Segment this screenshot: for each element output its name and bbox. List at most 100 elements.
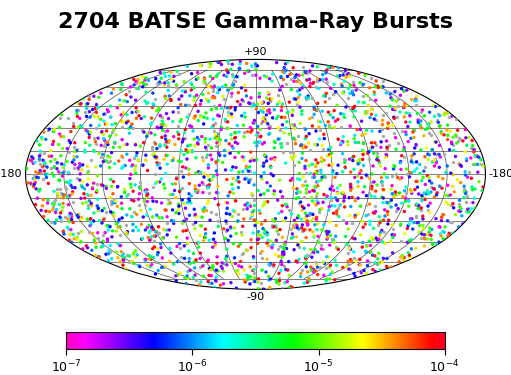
Point bbox=[320, 272, 328, 278]
Point bbox=[424, 207, 432, 213]
Point bbox=[367, 75, 376, 81]
Point bbox=[192, 186, 200, 192]
Point bbox=[358, 132, 366, 138]
Point bbox=[407, 156, 415, 162]
Point bbox=[378, 179, 386, 185]
Point bbox=[106, 114, 114, 120]
Point bbox=[134, 228, 143, 234]
Point bbox=[345, 266, 353, 272]
Point bbox=[355, 99, 363, 105]
Point bbox=[89, 148, 98, 154]
Point bbox=[122, 266, 130, 272]
Point bbox=[142, 189, 150, 195]
Point bbox=[451, 211, 459, 217]
Point bbox=[452, 116, 460, 122]
Point bbox=[417, 125, 426, 131]
Point bbox=[103, 238, 111, 244]
Point bbox=[339, 264, 347, 270]
Point bbox=[208, 75, 217, 81]
Point bbox=[114, 255, 122, 261]
Point bbox=[231, 198, 239, 204]
Point bbox=[101, 121, 109, 127]
Point bbox=[222, 253, 230, 259]
Point bbox=[211, 94, 219, 100]
Point bbox=[364, 156, 373, 162]
Point bbox=[199, 91, 207, 97]
Point bbox=[221, 236, 229, 242]
Point bbox=[310, 80, 318, 86]
Point bbox=[235, 129, 243, 135]
Point bbox=[359, 93, 367, 99]
Point bbox=[363, 262, 371, 268]
Point bbox=[279, 244, 287, 250]
Point bbox=[274, 246, 283, 252]
Point bbox=[123, 229, 131, 235]
Point bbox=[258, 99, 266, 105]
Point bbox=[296, 177, 304, 183]
Point bbox=[216, 141, 224, 147]
Point bbox=[275, 99, 284, 105]
Point bbox=[310, 106, 318, 112]
Point bbox=[311, 247, 319, 253]
Point bbox=[351, 132, 359, 138]
Point bbox=[243, 68, 251, 74]
Point bbox=[110, 213, 118, 219]
Point bbox=[184, 148, 192, 154]
Point bbox=[174, 105, 182, 111]
Point bbox=[147, 120, 155, 126]
Point bbox=[377, 139, 385, 145]
Point bbox=[138, 74, 147, 80]
Point bbox=[277, 74, 285, 80]
Point bbox=[419, 213, 427, 219]
Point bbox=[175, 96, 183, 102]
Point bbox=[74, 107, 82, 113]
Point bbox=[112, 221, 121, 227]
Point bbox=[242, 166, 250, 172]
Point bbox=[137, 208, 145, 214]
Point bbox=[303, 186, 311, 192]
Point bbox=[328, 150, 336, 156]
Point bbox=[339, 189, 347, 195]
Point bbox=[169, 181, 177, 187]
Point bbox=[374, 83, 382, 89]
Point bbox=[141, 81, 149, 87]
Point bbox=[314, 272, 322, 278]
Point bbox=[401, 198, 409, 204]
Point bbox=[89, 135, 98, 141]
Point bbox=[402, 190, 410, 196]
Point bbox=[333, 211, 341, 217]
Point bbox=[196, 250, 204, 256]
Point bbox=[383, 152, 391, 158]
Point bbox=[423, 231, 431, 237]
Point bbox=[153, 229, 161, 235]
Point bbox=[284, 109, 292, 115]
Point bbox=[430, 163, 438, 169]
Point bbox=[266, 96, 274, 102]
Text: -180: -180 bbox=[489, 170, 511, 179]
Point bbox=[159, 121, 167, 127]
Point bbox=[329, 168, 337, 174]
Point bbox=[143, 212, 151, 218]
Point bbox=[324, 119, 332, 125]
Point bbox=[240, 122, 248, 128]
Point bbox=[339, 169, 347, 175]
Point bbox=[326, 219, 334, 225]
Point bbox=[281, 114, 289, 120]
Point bbox=[396, 176, 404, 182]
Point bbox=[81, 110, 89, 116]
Point bbox=[343, 72, 351, 78]
Point bbox=[263, 240, 271, 246]
Point bbox=[264, 121, 272, 127]
Point bbox=[50, 128, 58, 134]
Point bbox=[327, 86, 335, 92]
Point bbox=[185, 196, 193, 202]
Point bbox=[288, 111, 296, 117]
Point bbox=[142, 227, 150, 233]
Point bbox=[261, 218, 269, 224]
Point bbox=[124, 118, 132, 124]
Point bbox=[412, 214, 420, 220]
Point bbox=[260, 115, 268, 121]
Point bbox=[333, 185, 341, 191]
Point bbox=[143, 192, 151, 198]
Point bbox=[191, 226, 199, 232]
